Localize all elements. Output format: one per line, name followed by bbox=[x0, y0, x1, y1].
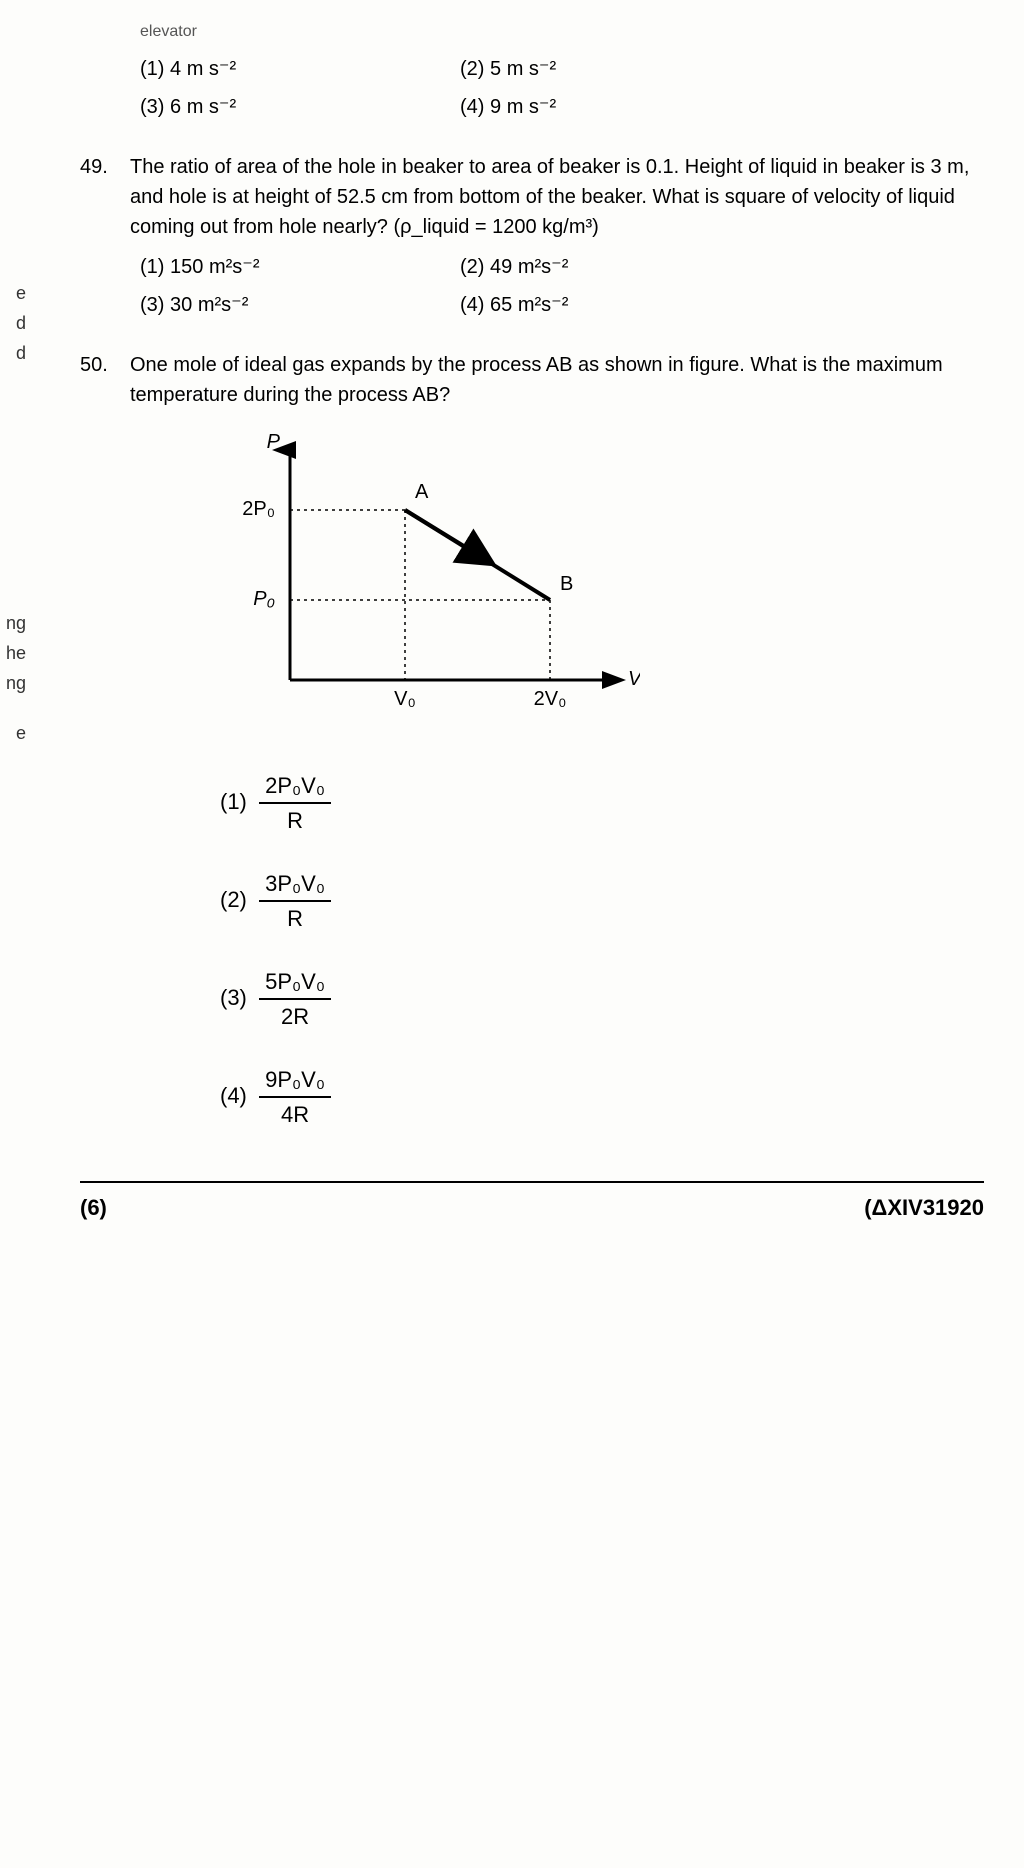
left-margin-fragments: e d d ng he ng e bbox=[0, 0, 30, 1264]
svg-text:A: A bbox=[415, 481, 429, 503]
svg-text:V₀: V₀ bbox=[394, 688, 416, 710]
pv-diagram: P V 2P₀ P₀ V₀ 2V₀ A B bbox=[220, 430, 984, 739]
q49-text: The ratio of area of the hole in beaker … bbox=[130, 152, 984, 242]
q49-opt2: (2) 49 m²s⁻² bbox=[460, 252, 740, 282]
q48-opt1: (1) 4 m s⁻² bbox=[140, 54, 420, 84]
q49-opt3: (3) 30 m²s⁻² bbox=[140, 290, 420, 320]
q50-opt2: (2) 3P₀V₀R bbox=[220, 867, 984, 935]
question-48-partial: elevator (1) 4 m s⁻² (2) 5 m s⁻² (3) 6 m… bbox=[80, 20, 984, 122]
svg-text:V: V bbox=[628, 668, 640, 690]
svg-text:2V₀: 2V₀ bbox=[534, 688, 567, 710]
q50-opt3: (3) 5P₀V₀2R bbox=[220, 965, 984, 1033]
footer-left: (6) bbox=[80, 1191, 107, 1224]
question-49: 49. The ratio of area of the hole in bea… bbox=[80, 152, 984, 320]
page-footer: (6) (ΔXIV31920 bbox=[80, 1181, 984, 1224]
stem-fragment: elevator bbox=[140, 20, 984, 44]
q48-opt3: (3) 6 m s⁻² bbox=[140, 92, 420, 122]
q50-text: One mole of ideal gas expands by the pro… bbox=[130, 350, 984, 410]
svg-text:P₀: P₀ bbox=[253, 588, 275, 610]
q48-opt2: (2) 5 m s⁻² bbox=[460, 54, 740, 84]
q50-options: (1) 2P₀V₀R (2) 3P₀V₀R (3) 5P₀V₀2R (4) 9P… bbox=[220, 769, 984, 1131]
footer-right: (ΔXIV31920 bbox=[864, 1191, 984, 1224]
q50-opt1: (1) 2P₀V₀R bbox=[220, 769, 984, 837]
q49-number: 49. bbox=[80, 152, 130, 182]
q50-opt4: (4) 9P₀V₀4R bbox=[220, 1063, 984, 1131]
question-50: 50. One mole of ideal gas expands by the… bbox=[80, 350, 984, 1131]
q49-opt4: (4) 65 m²s⁻² bbox=[460, 290, 740, 320]
svg-text:P: P bbox=[267, 431, 281, 453]
q50-number: 50. bbox=[80, 350, 130, 380]
svg-text:B: B bbox=[560, 573, 573, 595]
q49-opt1: (1) 150 m²s⁻² bbox=[140, 252, 420, 282]
q48-opt4: (4) 9 m s⁻² bbox=[460, 92, 740, 122]
svg-text:2P₀: 2P₀ bbox=[242, 498, 275, 520]
